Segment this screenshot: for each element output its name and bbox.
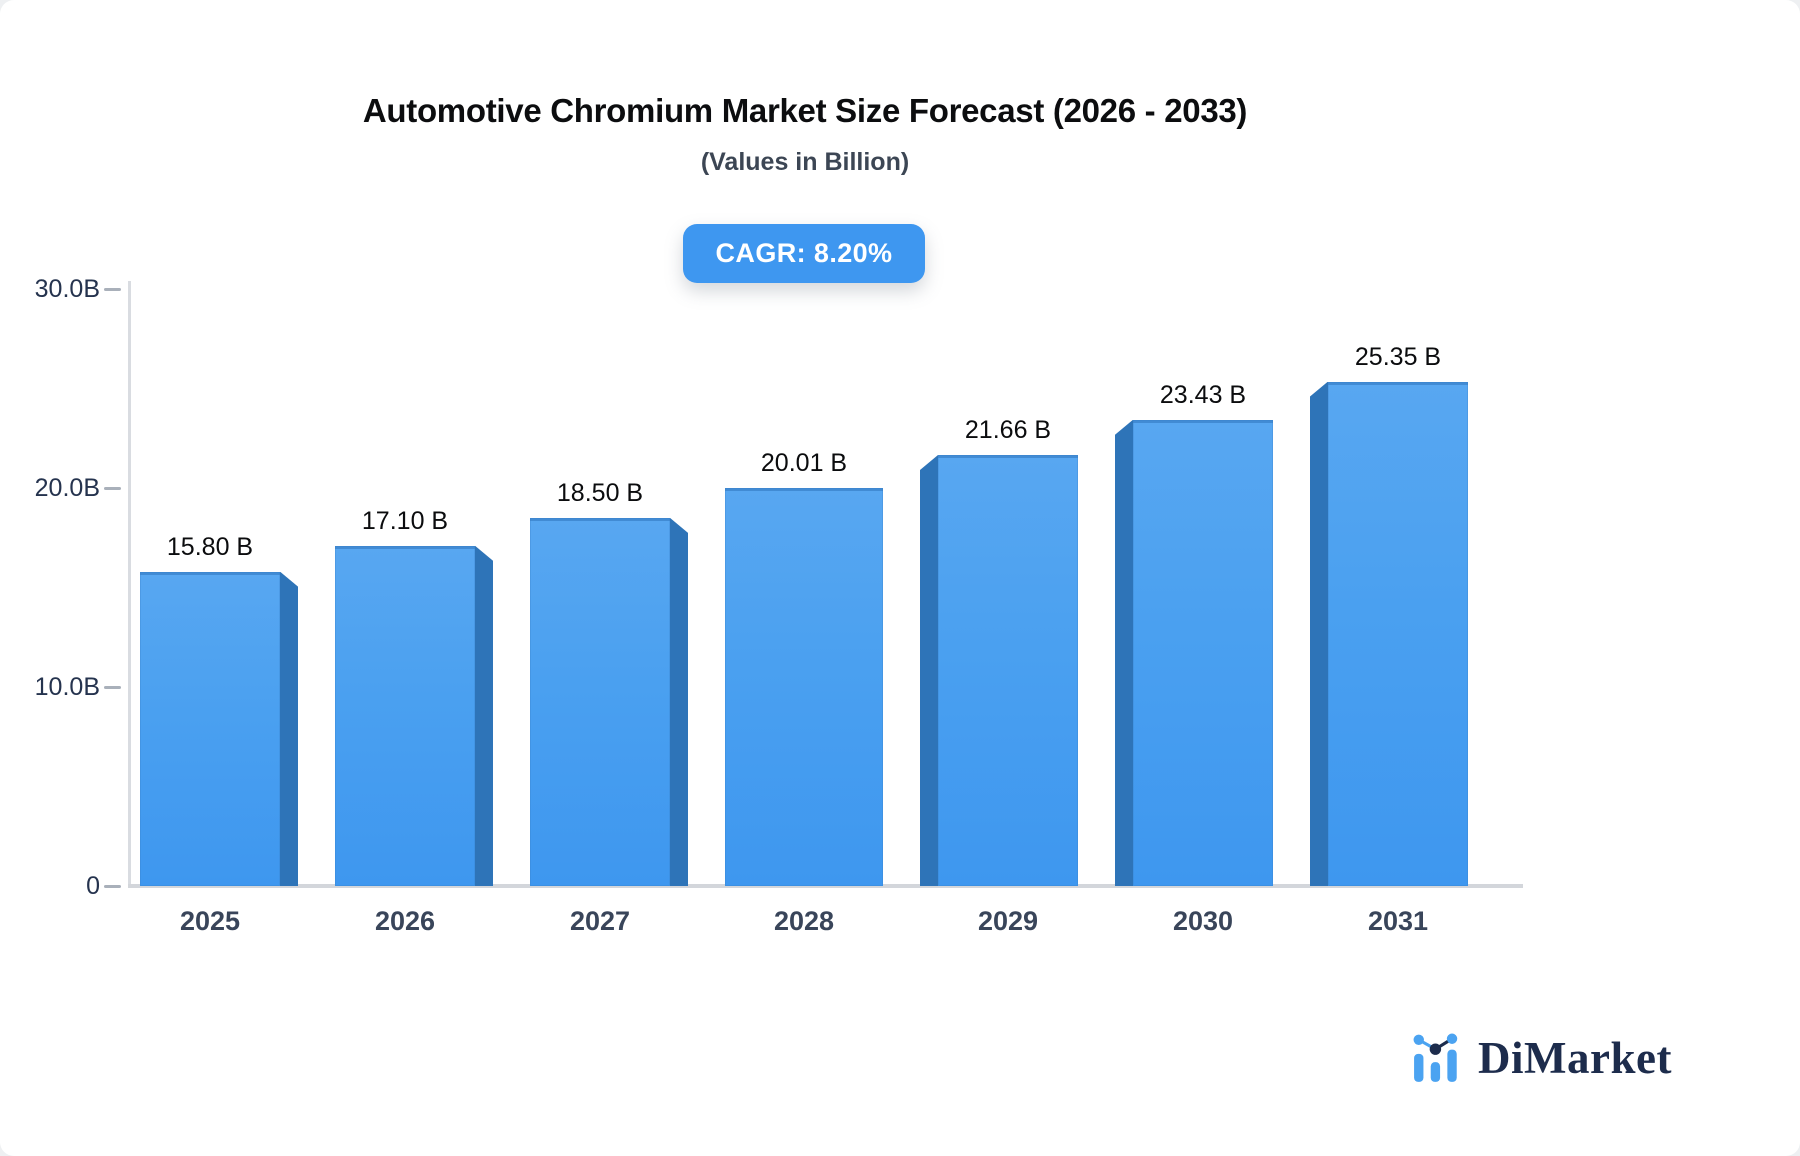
bar-2025 xyxy=(140,571,280,886)
bar-value-label: 25.35 B xyxy=(1354,342,1442,371)
bar-2027 xyxy=(530,517,670,886)
y-axis-line xyxy=(128,281,131,887)
brand-logo: DiMarket xyxy=(1412,1032,1672,1084)
brand-name: DiMarket xyxy=(1478,1033,1672,1083)
y-axis-label: 10.0B xyxy=(34,673,100,701)
y-axis-tick xyxy=(104,287,121,291)
bar-2030 xyxy=(1133,419,1273,886)
bar-side-3d xyxy=(1310,381,1328,886)
y-axis-tick xyxy=(104,884,121,888)
cagr-badge-label: CAGR: 8.20% xyxy=(715,238,893,268)
bar-side-3d xyxy=(670,517,688,886)
bar-value-label: 21.66 B xyxy=(964,415,1052,444)
x-axis-label: 2028 xyxy=(773,906,835,936)
x-axis-label: 2027 xyxy=(569,906,631,936)
bar-side-3d xyxy=(475,545,493,886)
cagr-badge: CAGR: 8.20% xyxy=(683,224,925,283)
chart-subtitle: (Values in Billion) xyxy=(700,148,910,176)
y-axis-label: 30.0B xyxy=(34,275,100,303)
bar-side-3d xyxy=(920,454,938,886)
bar-value-label: 17.10 B xyxy=(361,506,449,535)
bar-2031 xyxy=(1328,381,1468,886)
chart-title: Automotive Chromium Market Size Forecast… xyxy=(362,92,1248,129)
bar-value-label: 18.50 B xyxy=(556,478,644,507)
x-axis-label: 2031 xyxy=(1367,906,1429,936)
x-axis-label: 2029 xyxy=(977,906,1039,936)
x-axis-label: 2025 xyxy=(179,906,241,936)
y-axis-tick xyxy=(104,486,121,490)
bar-value-label: 20.01 B xyxy=(760,448,848,477)
y-axis-label: 20.0B xyxy=(34,474,100,502)
bar-2026 xyxy=(335,545,475,886)
bar-line-chart-logo-icon xyxy=(1413,1033,1458,1082)
bar-value-label: 15.80 B xyxy=(166,532,254,561)
x-axis-label: 2030 xyxy=(1172,906,1234,936)
y-axis-label: 0 xyxy=(86,872,100,900)
y-axis-tick xyxy=(104,685,121,689)
bar-value-label: 23.43 B xyxy=(1159,380,1247,409)
bar-2028 xyxy=(725,487,883,886)
x-axis-line xyxy=(128,884,1523,888)
bar-side-3d xyxy=(280,571,298,886)
bar-2029 xyxy=(938,454,1078,886)
x-axis-label: 2026 xyxy=(374,906,436,936)
bar-side-3d xyxy=(1115,419,1133,886)
